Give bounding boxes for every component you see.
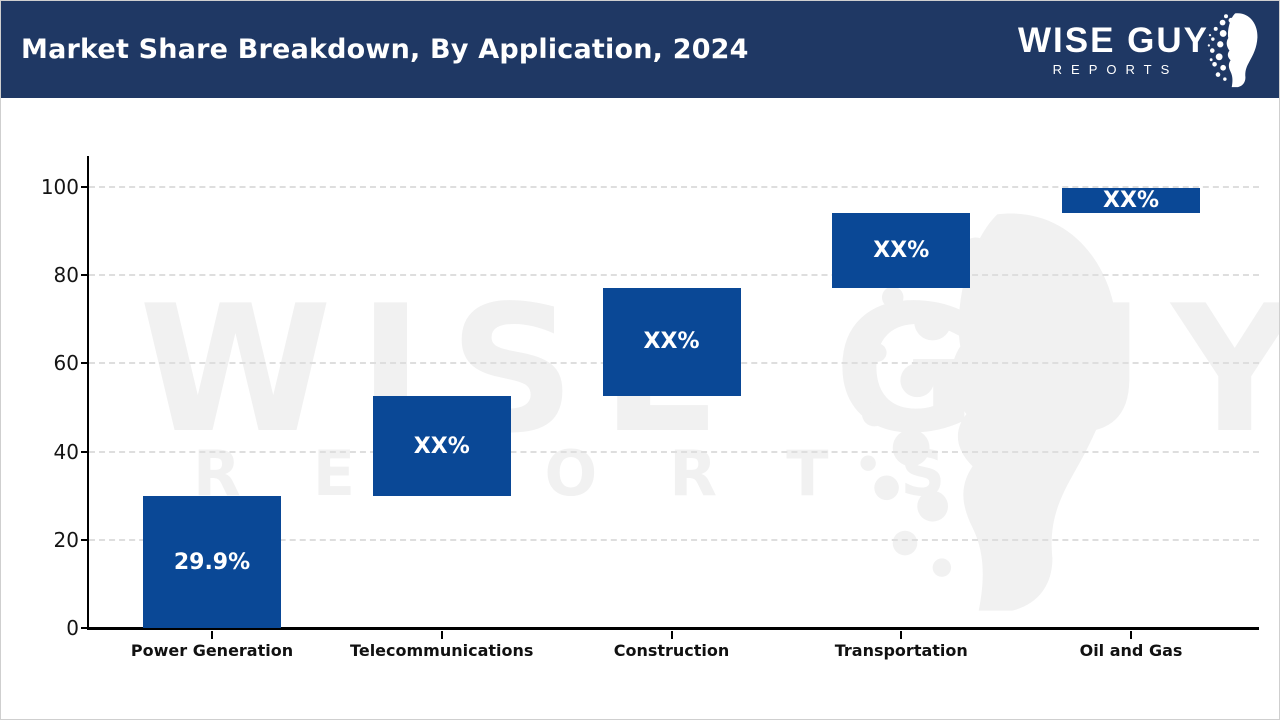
x-tick: [670, 631, 673, 639]
bar-0: [143, 496, 281, 628]
gridline-40: [89, 450, 1259, 453]
x-tick: [900, 631, 903, 639]
y-tick-60: [81, 362, 89, 365]
y-tick-40: [81, 450, 89, 453]
header-bar: Market Share Breakdown, By Application, …: [1, 1, 1279, 98]
bar-label-2: XX%: [643, 329, 700, 355]
y-tick-80: [81, 274, 89, 277]
bar-1: [372, 396, 511, 497]
x-category-label: Transportation: [834, 641, 968, 660]
watermark-subtext: REPORTS: [193, 437, 1018, 510]
bar-4: [1062, 187, 1200, 214]
wiseguy-logo: WISE GUY REPORTS: [1018, 1, 1263, 98]
y-tick-100: [81, 186, 89, 188]
chart-title: Market Share Breakdown, By Application, …: [21, 34, 749, 65]
logo-wordmark: WISE GUY: [1017, 20, 1209, 60]
x-axis-line: [87, 627, 1259, 630]
y-tick-label: 100: [40, 175, 79, 199]
x-category-label: Construction: [613, 641, 730, 660]
y-tick-label: 40: [53, 439, 79, 464]
y-tick-20: [81, 538, 89, 541]
x-category-label: Telecommunications: [350, 641, 534, 660]
y-tick-label: 80: [53, 263, 79, 288]
y-tick-label: 60: [53, 351, 79, 376]
x-category-label: Power Generation: [130, 641, 294, 660]
x-tick: [1130, 631, 1132, 639]
bar-3: [832, 213, 971, 288]
bar-label-4: XX%: [1103, 188, 1159, 214]
y-axis-line: [87, 156, 89, 630]
y-tick-label: 20: [53, 527, 79, 552]
bar-label-1: XX%: [413, 433, 470, 459]
gridline-20: [89, 538, 1259, 541]
bar-label-3: XX%: [873, 237, 930, 263]
y-tick-label: 0: [66, 616, 79, 640]
wiseguy-head-icon: [1207, 12, 1258, 87]
gridline-80: [89, 274, 1259, 277]
y-tick-0: [81, 627, 89, 629]
x-tick: [440, 631, 443, 639]
logo-text: WISE GUY REPORTS: [1018, 23, 1209, 77]
bar-label-0: 29.9%: [173, 549, 251, 575]
bar-2: [602, 287, 741, 397]
logo-subtext: REPORTS: [1052, 61, 1179, 77]
x-tick: [211, 631, 213, 639]
x-category-label: Oil and Gas: [1079, 641, 1183, 660]
gridline-100: [89, 186, 1259, 188]
